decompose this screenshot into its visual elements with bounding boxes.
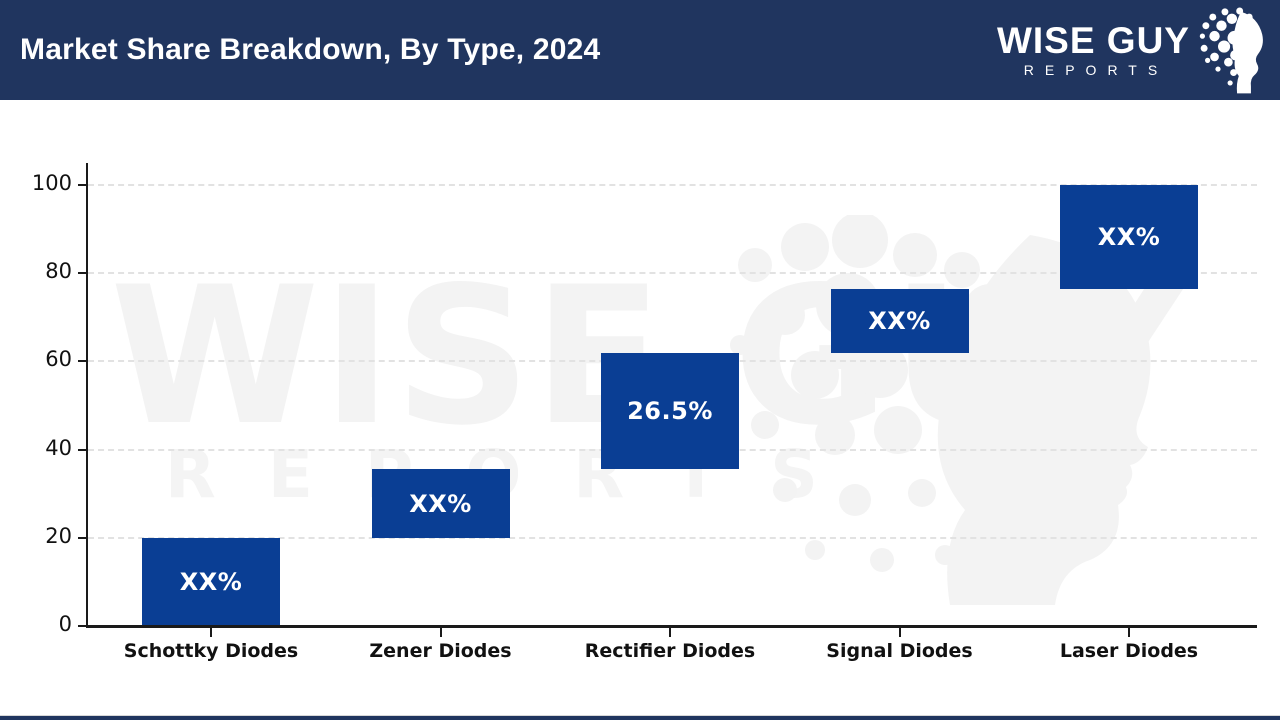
bar-value-label-schottky-diodes: XX% bbox=[179, 567, 243, 596]
y-tick-label-80: 80 bbox=[45, 259, 72, 284]
y-tick-40 bbox=[78, 448, 87, 451]
footer-bar bbox=[0, 715, 1280, 720]
gridline-100 bbox=[88, 184, 1257, 186]
x-tick-label-schottky-diodes: Schottky Diodes bbox=[123, 640, 299, 662]
y-tick-label-40: 40 bbox=[45, 435, 72, 460]
y-tick-label-100: 100 bbox=[31, 171, 72, 195]
y-tick-80 bbox=[78, 272, 87, 275]
bar-value-label-zener-diodes: XX% bbox=[409, 489, 472, 518]
logo-line1: WISE GUY bbox=[996, 20, 1190, 61]
x-tick-signal-diodes bbox=[898, 628, 901, 637]
bar-value-label-signal-diodes: XX% bbox=[868, 306, 931, 335]
header-bar: Market Share Breakdown, By Type, 2024 WI… bbox=[0, 0, 1280, 100]
wiseguy-logo: WISE GUY REPORTS bbox=[997, 6, 1270, 94]
x-tick-label-signal-diodes: Signal Diodes bbox=[826, 640, 973, 662]
bar-signal-diodes: XX% bbox=[830, 288, 969, 353]
y-tick-label-0: 0 bbox=[58, 612, 72, 636]
x-tick-zener-diodes bbox=[439, 628, 442, 637]
bar-value-label-laser-diodes: XX% bbox=[1097, 222, 1161, 251]
x-tick-label-laser-diodes: Laser Diodes bbox=[1059, 640, 1199, 662]
y-tick-100 bbox=[78, 184, 87, 186]
x-axis-line bbox=[86, 625, 1257, 628]
x-tick-schottky-diodes bbox=[210, 628, 212, 637]
gridline-20 bbox=[88, 536, 1257, 539]
y-tick-60 bbox=[78, 360, 87, 363]
dotted-face-profile-icon bbox=[1199, 7, 1263, 94]
x-tick-laser-diodes bbox=[1128, 628, 1130, 637]
bar-value-label-rectifier-diodes: 26.5% bbox=[627, 397, 713, 425]
bar-laser-diodes: XX% bbox=[1060, 185, 1198, 289]
chart-title: Market Share Breakdown, By Type, 2024 bbox=[20, 33, 601, 66]
bar-schottky-diodes: XX% bbox=[142, 537, 280, 626]
logo-wordmark: WISE GUY REPORTS bbox=[997, 22, 1190, 78]
y-tick-label-20: 20 bbox=[45, 523, 72, 548]
y-tick-0 bbox=[78, 625, 87, 627]
x-tick-rectifier-diodes bbox=[669, 628, 671, 637]
y-axis-line bbox=[86, 163, 88, 628]
y-tick-label-60: 60 bbox=[45, 347, 72, 372]
y-tick-20 bbox=[78, 536, 87, 539]
bar-zener-diodes: XX% bbox=[371, 469, 510, 538]
gridline-80 bbox=[88, 272, 1257, 275]
logo-line2: REPORTS bbox=[1023, 62, 1169, 78]
bar-rectifier-diodes: 26.5% bbox=[601, 352, 739, 470]
x-tick-label-rectifier-diodes: Rectifier Diodes bbox=[584, 640, 756, 662]
x-tick-label-zener-diodes: Zener Diodes bbox=[369, 640, 512, 662]
